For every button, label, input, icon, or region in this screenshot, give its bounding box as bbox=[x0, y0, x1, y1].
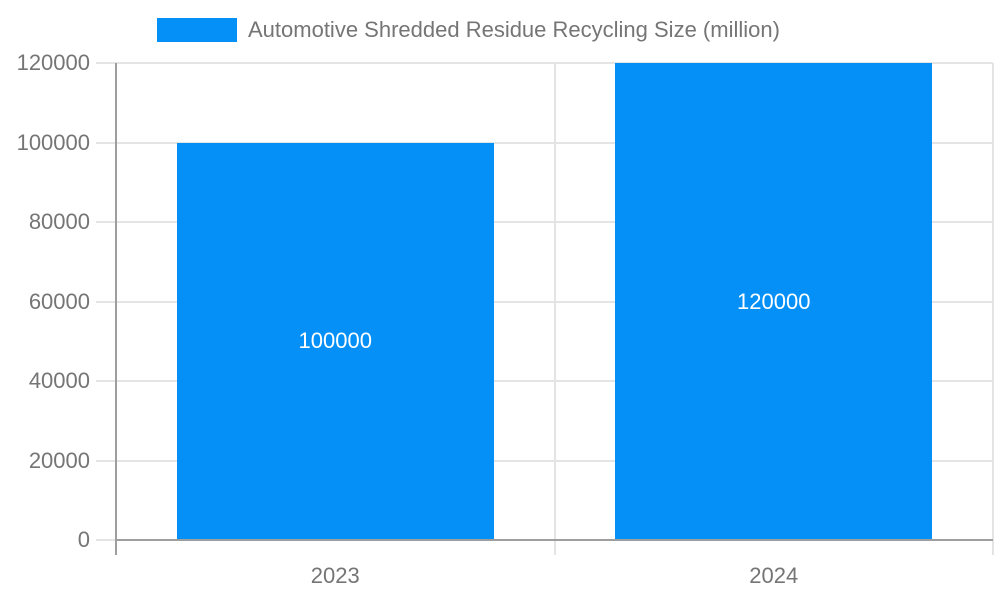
legend: Automotive Shredded Residue Recycling Si… bbox=[157, 17, 780, 43]
legend-label: Automotive Shredded Residue Recycling Si… bbox=[248, 17, 780, 42]
bar-2023: 100000 bbox=[176, 142, 494, 540]
y-axis-label: 120000 bbox=[16, 50, 90, 75]
legend-swatch bbox=[157, 18, 237, 42]
y-axis-label: 0 bbox=[77, 527, 90, 552]
y-tick bbox=[96, 141, 116, 144]
x-axis-label: 2024 bbox=[749, 563, 799, 588]
y-axis-label: 40000 bbox=[28, 368, 90, 393]
y-axis-line bbox=[115, 63, 117, 555]
y-axis-label: 80000 bbox=[28, 209, 90, 234]
y-tick bbox=[96, 62, 116, 64]
x-axis-label: 2023 bbox=[310, 563, 360, 588]
y-tick bbox=[96, 300, 116, 303]
x-gridline bbox=[992, 63, 994, 555]
y-tick bbox=[96, 459, 116, 462]
y-axis-label: 60000 bbox=[28, 288, 90, 314]
y-tick bbox=[96, 380, 116, 382]
bar-value-label: 100000 bbox=[298, 328, 372, 354]
y-tick bbox=[96, 539, 116, 541]
bar-2024: 120000 bbox=[615, 63, 933, 540]
y-axis-label: 100000 bbox=[16, 129, 90, 155]
y-tick bbox=[96, 221, 116, 223]
bar-value-label: 120000 bbox=[737, 288, 811, 314]
x-axis-line bbox=[116, 539, 993, 541]
x-gridline bbox=[553, 63, 556, 555]
y-axis-label: 20000 bbox=[28, 447, 90, 473]
